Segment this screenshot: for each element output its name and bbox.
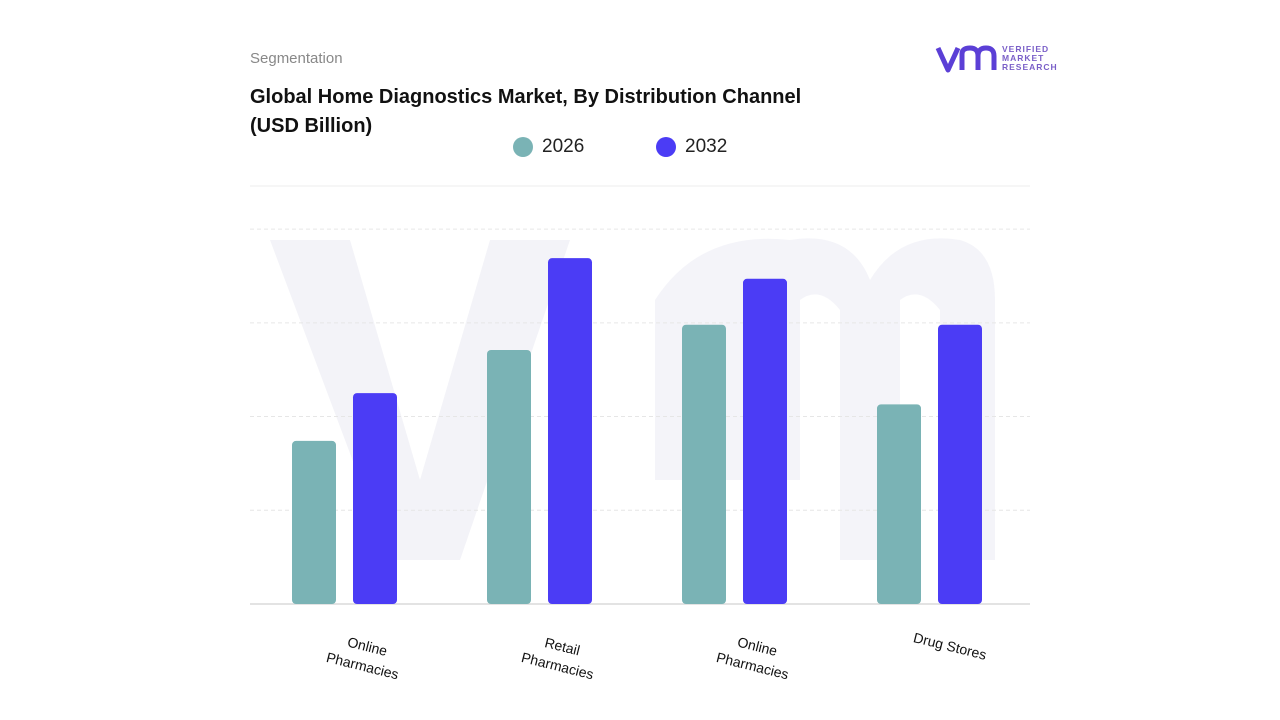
eyebrow: Segmentation xyxy=(250,50,343,67)
logo-line: RESEARCH xyxy=(1002,62,1058,72)
legend-swatch xyxy=(513,137,533,157)
logo-mark xyxy=(935,45,997,73)
legend-label: 2032 xyxy=(685,136,728,157)
bar xyxy=(292,440,336,604)
legend-item: 2026 xyxy=(513,136,584,158)
bar xyxy=(487,350,531,604)
logo-text: VERIFIED MARKET RESEARCH xyxy=(1002,45,1058,72)
bar xyxy=(353,393,397,604)
legend-label: 2026 xyxy=(542,136,585,157)
legend-swatch xyxy=(656,137,676,157)
chart-title: Global Home Diagnostics Market, By Distr… xyxy=(250,86,802,137)
bar xyxy=(877,404,921,604)
watermark xyxy=(270,238,995,561)
bar xyxy=(682,324,726,604)
bar xyxy=(743,278,787,604)
logo-line: VERIFIED xyxy=(1002,44,1050,54)
bar xyxy=(938,324,982,604)
legend-item: 2032 xyxy=(656,136,727,158)
logo-line: MARKET xyxy=(1002,53,1045,63)
bar xyxy=(548,258,592,604)
